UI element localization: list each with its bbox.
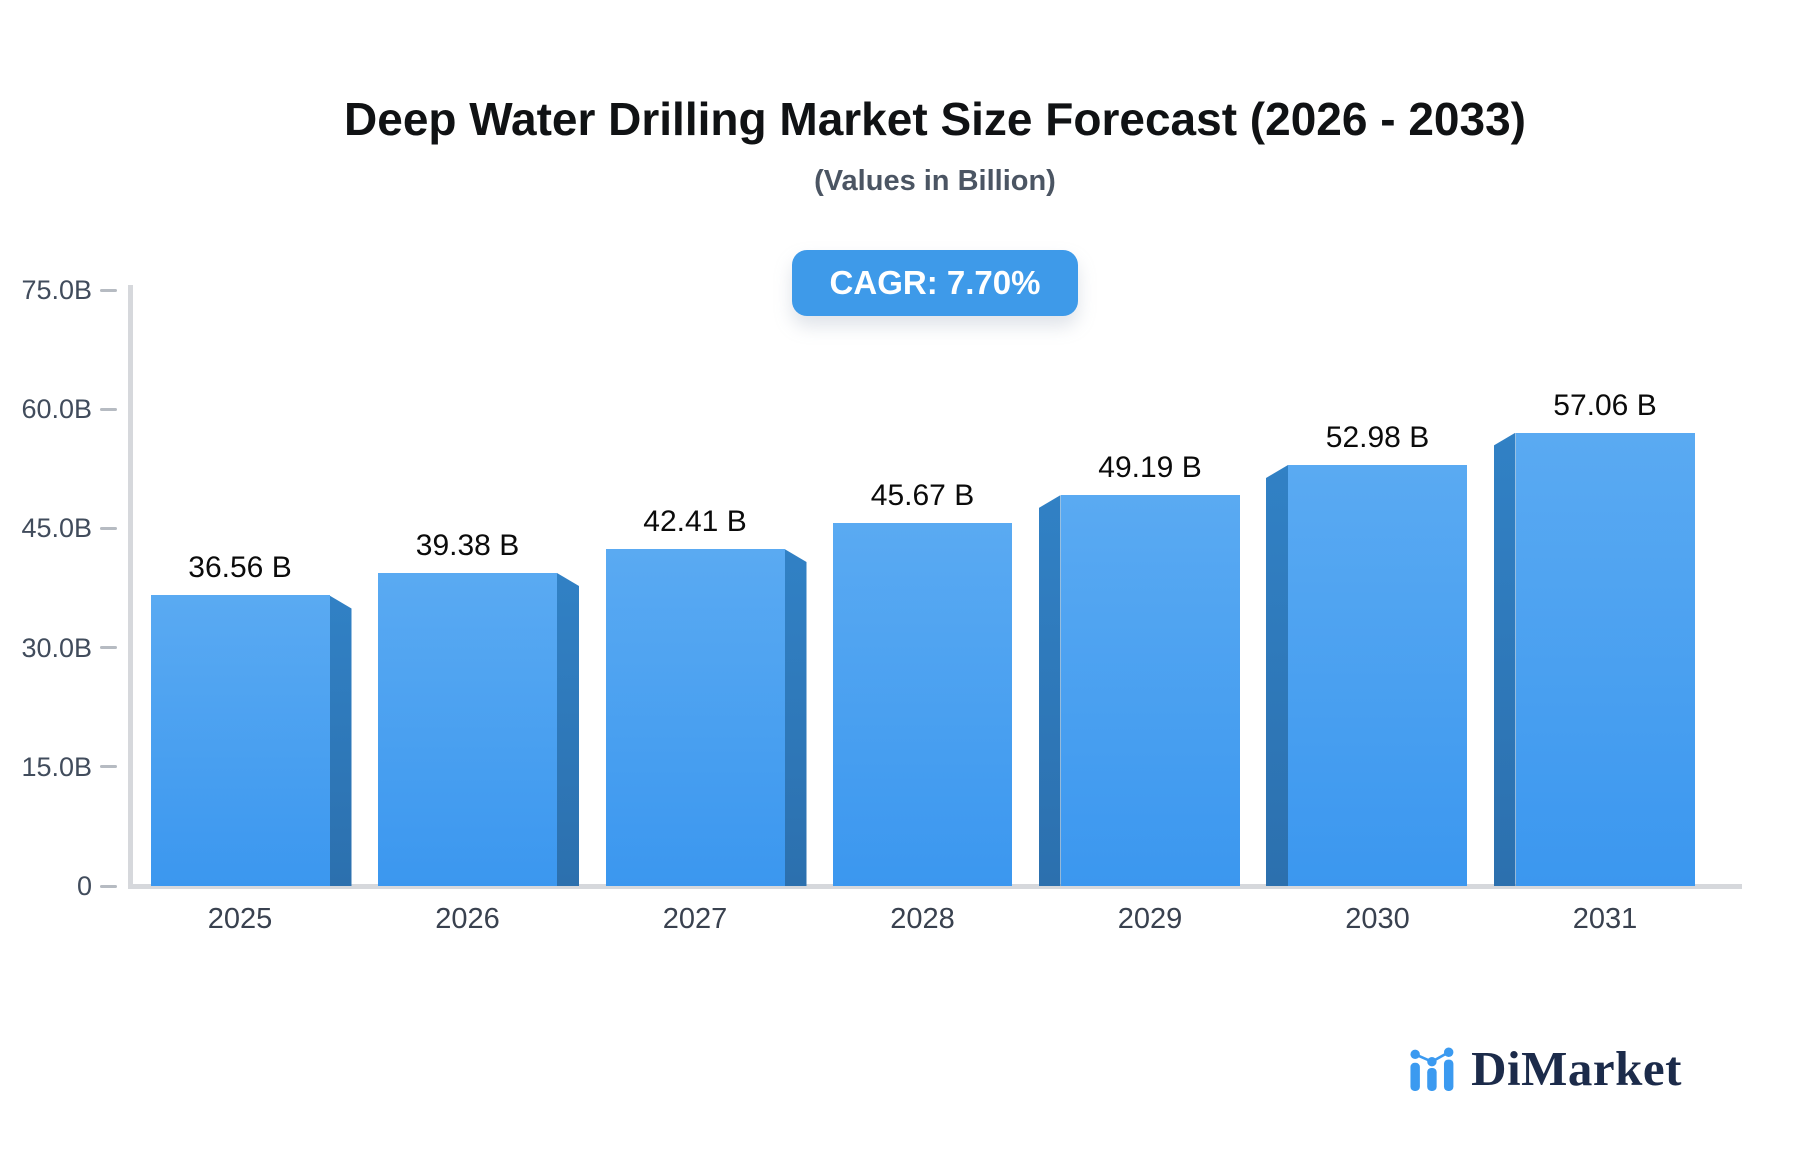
y-tick-dash	[100, 884, 117, 888]
bar-2028[interactable]	[833, 523, 1012, 886]
y-tick-dash	[100, 526, 117, 530]
x-tick-label: 2029	[1117, 903, 1183, 935]
bar-side-face	[557, 573, 579, 886]
bar-side-face	[784, 548, 807, 886]
bar-2026[interactable]	[378, 573, 557, 886]
y-tick-dash	[100, 765, 117, 769]
y-tick-label: 75.0B	[21, 275, 92, 305]
bar-2029[interactable]	[1060, 495, 1240, 886]
bar-value-label: 45.67 B	[870, 479, 975, 513]
y-tick-dash	[100, 407, 117, 411]
brand-logo[interactable]: DiMarket	[1410, 1040, 1682, 1097]
cagr-badge: CAGR: 7.70%	[791, 250, 1079, 316]
x-tick-label: 2031	[1572, 903, 1638, 935]
bar-2025[interactable]	[150, 595, 330, 886]
bar-side-face	[1493, 432, 1516, 886]
x-tick-label: 2025	[207, 903, 273, 935]
y-tick-label: 45.0B	[21, 513, 92, 544]
bar-2027[interactable]	[605, 548, 785, 886]
cagr-badge-row: CAGR: 7.70%	[128, 250, 1742, 316]
bar-value-label: 42.41 B	[643, 504, 747, 538]
y-tick-label: 0	[76, 871, 92, 901]
bar-value-label: 39.38 B	[415, 529, 520, 563]
y-tick-label: 30.0B	[21, 632, 92, 663]
y-tick-label: 15.0B	[21, 751, 92, 782]
bar-chart-sparkline-icon	[1410, 1047, 1457, 1091]
bar-side-face	[1038, 495, 1061, 886]
x-axis-baseline	[128, 884, 1742, 889]
y-tick-label: 60.0B	[21, 394, 92, 425]
chart-subtitle: (Values in Billion)	[814, 165, 1056, 197]
bar-value-label: 49.19 B	[1098, 451, 1202, 485]
brand-logo-text: DiMarket	[1471, 1041, 1682, 1096]
bar-2031[interactable]	[1515, 432, 1695, 886]
chart-title: Deep Water Drilling Market Size Forecast…	[344, 93, 1526, 145]
bar-side-face	[329, 595, 352, 886]
y-tick-dash	[100, 288, 117, 292]
bar-2030[interactable]	[1288, 464, 1467, 886]
bar-value-label: 52.98 B	[1325, 420, 1430, 454]
bar-side-face	[1266, 464, 1288, 886]
x-tick-label: 2027	[662, 903, 728, 935]
x-tick-label: 2026	[435, 903, 500, 935]
x-tick-label: 2030	[1345, 903, 1410, 935]
y-tick-dash	[100, 646, 117, 650]
x-tick-label: 2028	[890, 903, 955, 935]
bar-value-label: 57.06 B	[1553, 388, 1657, 422]
bar-value-label: 36.56 B	[188, 551, 292, 585]
y-axis-line	[128, 285, 133, 889]
